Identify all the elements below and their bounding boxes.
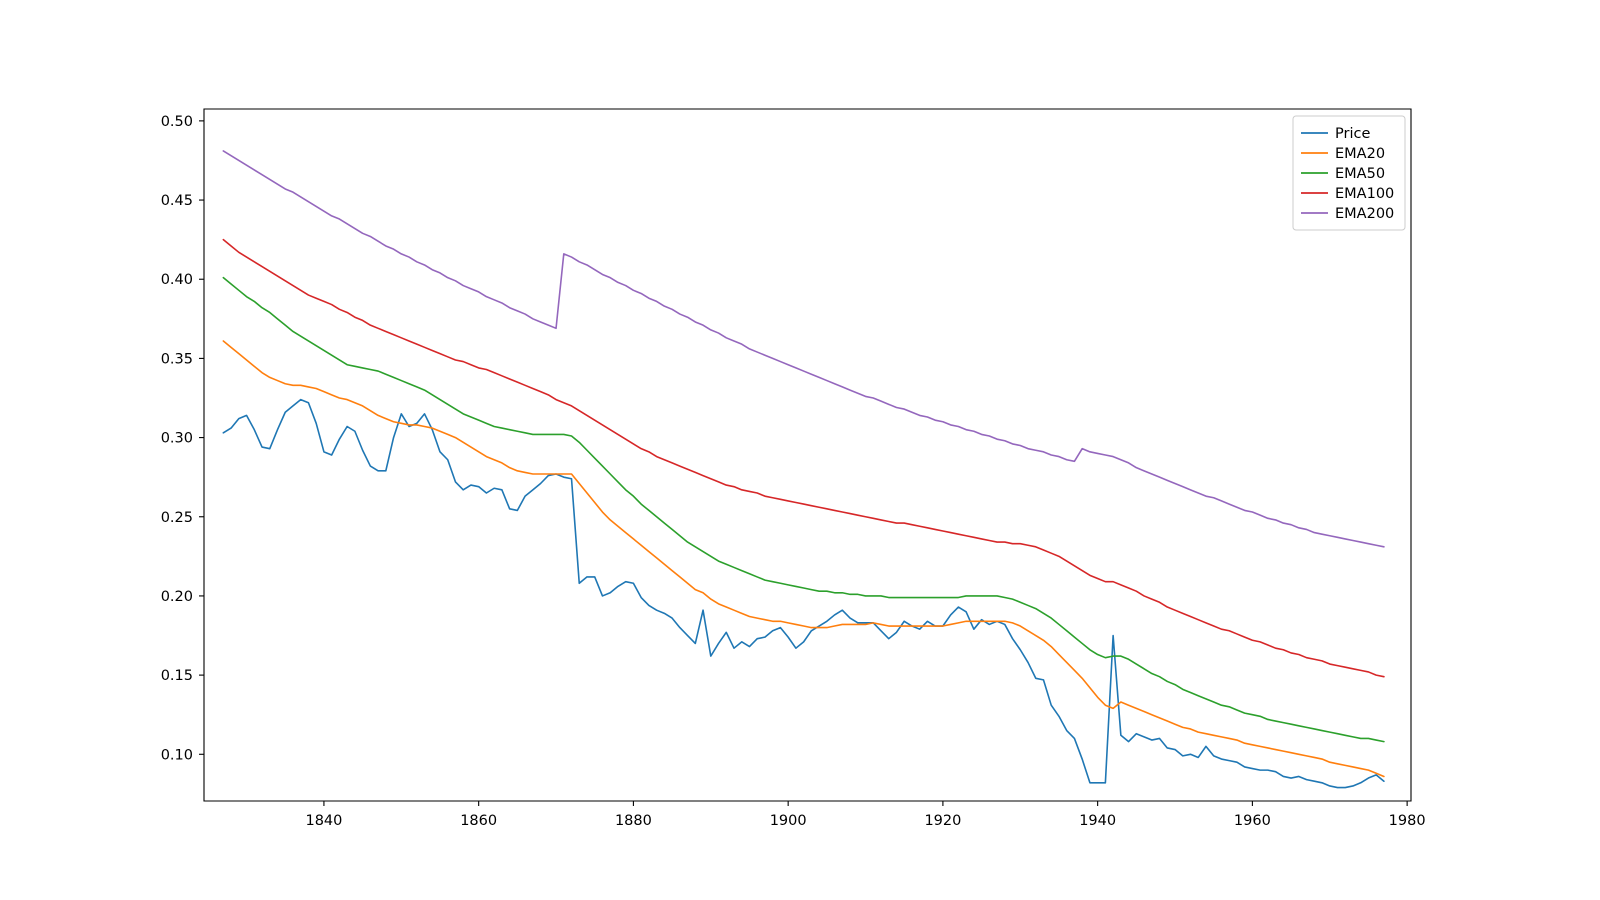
y-tick-label: 0.35 (161, 351, 193, 367)
y-tick-label: 0.20 (161, 589, 193, 605)
series-line-price (222, 398, 1385, 789)
legend-frame (1292, 115, 1406, 231)
legend-label-ema50: EMA50 (1335, 166, 1385, 182)
x-tick-label: 1840 (305, 813, 342, 829)
axes-spines (203, 108, 1412, 802)
y-tick-label: 0.30 (161, 431, 193, 447)
y-tick-label: 0.15 (161, 668, 193, 684)
chart-legend: Price EMA20 EMA50 EMA100 EMA200 (1292, 115, 1406, 231)
y-tick-label: 0.25 (161, 510, 193, 526)
series-line-ema20 (222, 340, 1385, 778)
legend-label-ema20: EMA20 (1335, 146, 1385, 162)
x-tick-label: 1880 (615, 813, 652, 829)
y-tick-label: 0.45 (161, 193, 193, 209)
y-tick-label: 0.40 (161, 272, 193, 288)
y-tick-label: 0.50 (161, 114, 193, 130)
legend-label-ema200: EMA200 (1335, 206, 1394, 222)
series-line-ema200 (222, 150, 1385, 548)
legend-label-ema100: EMA100 (1335, 186, 1394, 202)
x-tick-label: 1920 (924, 813, 961, 829)
series-line-ema50 (222, 276, 1385, 743)
x-tick-label: 1940 (1079, 813, 1116, 829)
x-tick-label: 1860 (460, 813, 497, 829)
plot-axes: 1840 1860 1880 1900 1920 1940 1960 1980 0.10 0.15… (161, 108, 1426, 829)
y-tick-label: 0.10 (161, 747, 193, 763)
legend-label-price: Price (1335, 126, 1370, 142)
x-tick-label: 1900 (770, 813, 807, 829)
series-lines (222, 150, 1385, 789)
x-tick-label: 1960 (1234, 813, 1271, 829)
x-tick-label: 1980 (1389, 813, 1426, 829)
series-line-ema100 (222, 238, 1385, 678)
